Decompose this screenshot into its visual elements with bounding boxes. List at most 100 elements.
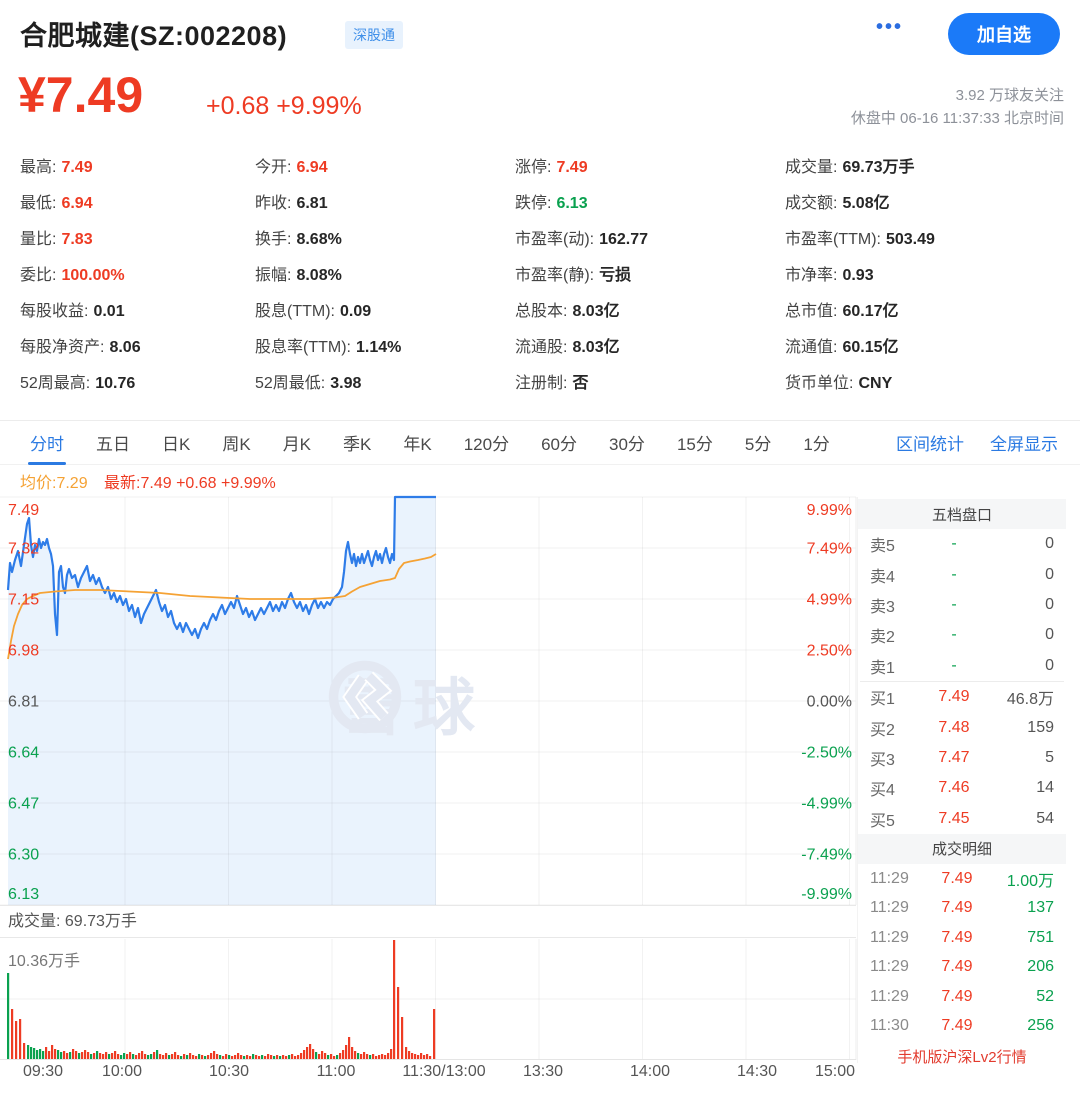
period-tab[interactable]: 15分 <box>676 435 713 454</box>
volume-bar <box>165 1053 168 1059</box>
volume-axis-max: 10.36万手 <box>8 953 81 970</box>
stat-label: 换手: <box>255 231 292 248</box>
volume-bar <box>87 1052 90 1059</box>
chart-tool-link[interactable]: 区间统计 <box>896 435 964 454</box>
volume-bar <box>189 1053 192 1059</box>
volume-bar <box>429 1056 432 1059</box>
volume-bar <box>312 1049 315 1059</box>
y-axis-percent-label: -9.99% <box>801 886 852 903</box>
stat-label: 最高: <box>20 159 57 176</box>
volume-chart-canvas[interactable] <box>0 939 857 1061</box>
chart-tool-link[interactable]: 全屏显示 <box>990 435 1058 454</box>
order-book-title: 五档盘口 <box>858 499 1066 529</box>
volume-bar <box>378 1055 381 1059</box>
volume-bar <box>306 1047 309 1059</box>
volume-bar <box>225 1054 228 1059</box>
volume-bar <box>63 1051 66 1059</box>
add-watchlist-button[interactable]: 加自选 <box>948 13 1060 55</box>
volume-bar <box>129 1052 132 1059</box>
period-tab[interactable]: 1分 <box>803 435 830 454</box>
lv2-quotes-link[interactable]: 手机版沪深Lv2行情 <box>897 1049 1027 1067</box>
stat-label: 今开: <box>255 159 292 176</box>
volume-bar <box>279 1056 282 1059</box>
bid-volume: 159 <box>1027 718 1054 736</box>
volume-bar <box>360 1054 363 1059</box>
volume-bar <box>180 1056 183 1059</box>
period-tab[interactable]: 五日 <box>96 435 130 454</box>
stat-label: 涨停: <box>515 159 552 176</box>
trade-time: 11:29 <box>870 958 909 976</box>
trade-price: 7.49 <box>941 869 973 887</box>
period-tab[interactable]: 120分 <box>463 435 510 454</box>
volume-bar <box>288 1055 291 1059</box>
volume-bar <box>111 1053 114 1059</box>
volume-title-band: 成交量: 69.73万手 <box>0 905 856 938</box>
period-tab[interactable]: 月K <box>282 435 312 454</box>
period-tab[interactable]: 周K <box>222 435 251 454</box>
bid-volume: 54 <box>1036 809 1054 827</box>
volume-bar <box>433 1009 436 1059</box>
more-menu-icon[interactable]: ••• <box>876 16 904 38</box>
volume-bar <box>144 1054 147 1059</box>
period-tab[interactable]: 年K <box>403 435 432 454</box>
volume-bar <box>96 1051 99 1059</box>
period-tab[interactable]: 60分 <box>541 435 578 454</box>
stat-value: 10.76 <box>95 375 136 392</box>
trade-time: 11:30 <box>870 1017 909 1035</box>
stat-item: 52周最高: 10.76 <box>20 366 141 402</box>
stat-label: 货币单位: <box>785 375 854 392</box>
volume-bar <box>294 1056 297 1059</box>
stat-label: 股息(TTM): <box>255 303 335 320</box>
volume-bar <box>177 1055 180 1059</box>
period-tab[interactable]: 日K <box>162 435 191 454</box>
ask-label: 卖1 <box>870 659 895 677</box>
period-tab[interactable]: 分时 <box>28 421 66 465</box>
volume-bar <box>222 1056 225 1059</box>
trade-price: 7.49 <box>941 958 973 976</box>
volume-bar <box>147 1055 150 1059</box>
intraday-chart[interactable]: 7.49 7.32 7.15 6.98 6.81 6.64 6.47 6.30 6.13 9.99… <box>0 495 857 906</box>
period-tab[interactable]: 5分 <box>744 435 772 454</box>
stat-value: 0.93 <box>842 267 874 284</box>
period-tab[interactable]: 季K <box>343 435 372 454</box>
stat-label: 昨收: <box>255 195 292 212</box>
bid-volume: 5 <box>1045 748 1054 766</box>
trade-row: 11:29 7.49 206 <box>858 952 1066 982</box>
volume-bar <box>90 1054 93 1059</box>
price-line <box>6 495 436 640</box>
volume-bar <box>276 1055 279 1059</box>
volume-bar <box>426 1054 429 1059</box>
ask-label: 卖5 <box>870 538 895 556</box>
stat-item: 市盈率(静): 亏损 <box>515 258 648 294</box>
volume-bar <box>270 1055 273 1059</box>
volume-bar <box>81 1052 84 1059</box>
stat-label: 股息率(TTM): <box>255 339 351 356</box>
volume-bar <box>411 1053 414 1059</box>
ask-volume: 0 <box>1045 656 1054 674</box>
stat-item: 昨收: 6.81 <box>255 186 401 222</box>
volume-bar <box>171 1054 174 1059</box>
volume-bar <box>108 1054 111 1059</box>
x-axis-label: 14:00 <box>629 1063 671 1080</box>
bid-row: 买5 7.45 54 <box>858 804 1066 834</box>
volume-bar <box>84 1050 87 1059</box>
stat-value: 6.94 <box>61 195 93 212</box>
shenzhen-connect-badge: 深股通 <box>345 21 403 49</box>
stats-column: 今开: 6.94 昨收: 6.81 换手: 8.68% 振幅: 8.08% 股息(TTM): 0.… <box>255 150 401 402</box>
x-axis-label: 13:30 <box>522 1063 564 1080</box>
stat-label: 每股净资产: <box>20 339 105 356</box>
volume-bar <box>264 1056 267 1059</box>
stat-value: 8.68% <box>296 231 342 248</box>
trade-time: 11:29 <box>870 928 909 946</box>
volume-bar <box>183 1054 186 1059</box>
price-chart-canvas[interactable]: 7.49 7.32 7.15 6.98 6.81 6.64 6.47 6.30 6.13 9.99… <box>0 495 857 906</box>
trade-volume: 256 <box>1027 1017 1054 1035</box>
period-tab[interactable]: 30分 <box>609 435 645 454</box>
y-axis-price-label: 6.81 <box>8 694 39 711</box>
period-tabs: 分时 五日 日K 周K 月K 季K 年K 120分 60分 30分 15分 5分 1分 <box>28 421 862 465</box>
stat-label: 最低: <box>20 195 57 212</box>
volume-bar <box>345 1045 348 1059</box>
ask-price: - <box>951 626 957 644</box>
stat-item: 股息(TTM): 0.09 <box>255 294 401 330</box>
volume-bar <box>198 1054 201 1059</box>
